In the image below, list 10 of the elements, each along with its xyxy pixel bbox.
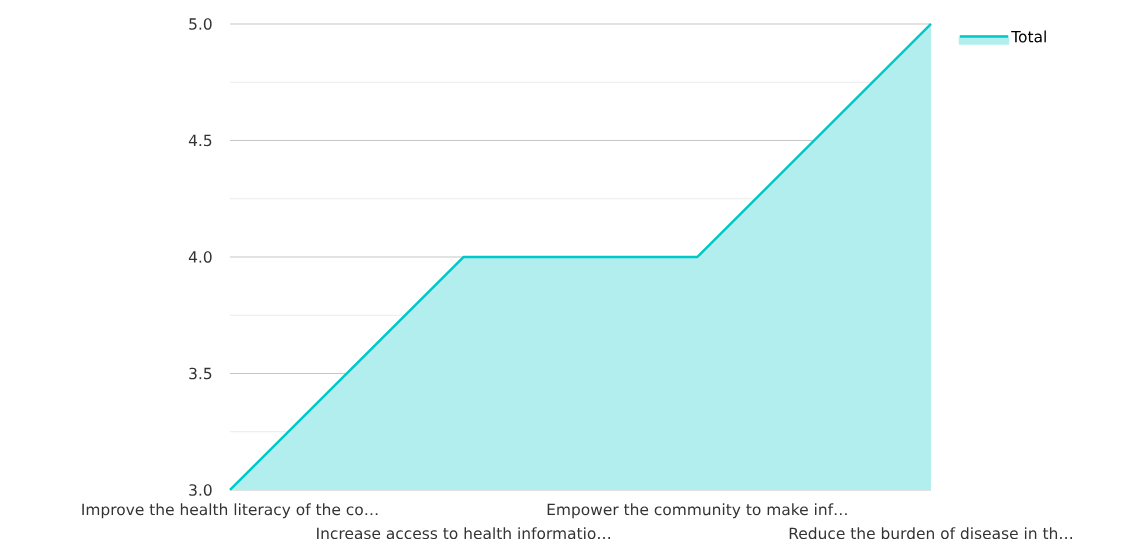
- y-tick-label: 3.5: [189, 367, 212, 380]
- y-tick-label: 4.5: [188, 134, 212, 147]
- y-tick-label: 5.0: [189, 18, 212, 30]
- x-tick-label: Improve the health literacy of the co…: [82, 503, 378, 519]
- legend-label: Total: [1011, 30, 1046, 43]
- y-tick-label: 4.0: [188, 251, 212, 263]
- x-tick-label: Empower the community to make inf…: [547, 503, 847, 519]
- x-tick-label: Increase access to health informatio…: [317, 527, 610, 540]
- x-tick-label: Reduce the burden of disease in th…: [789, 527, 1073, 540]
- y-tick-label: 3.0: [189, 484, 212, 496]
